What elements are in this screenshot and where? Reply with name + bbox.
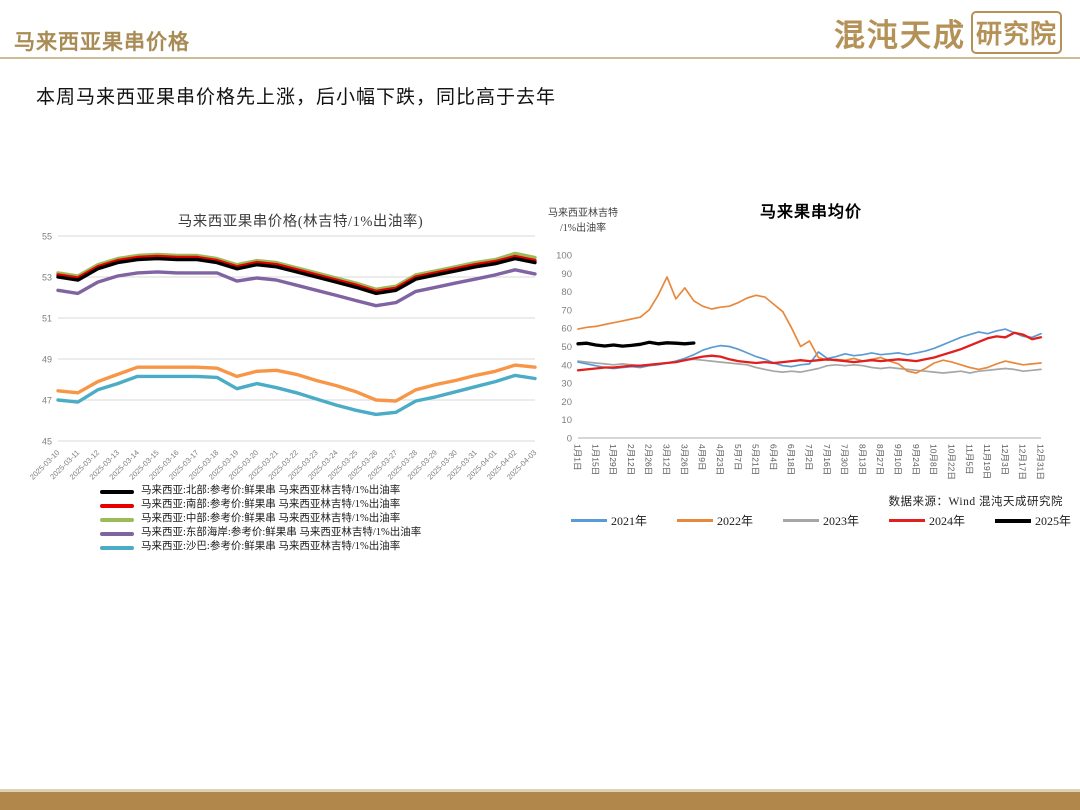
svg-text:1月15日: 1月15日 — [590, 444, 600, 475]
svg-text:20: 20 — [561, 397, 572, 408]
legend-label: 2023年 — [822, 514, 859, 528]
legend-swatch — [100, 490, 134, 494]
header-divider — [0, 57, 1080, 59]
legend-swatch — [100, 518, 134, 522]
page-title: 马来西亚果串价格 — [14, 30, 190, 54]
legend-swatch — [676, 519, 713, 522]
legend-item: 2022年 — [676, 512, 753, 529]
svg-text:100: 100 — [556, 251, 572, 262]
left-line-chart-canvas: 4547495153552025-03-102025-03-112025-03-… — [28, 232, 538, 482]
legend-label: 2022年 — [716, 514, 753, 528]
svg-text:11月5日: 11月5日 — [964, 444, 974, 475]
legend-item: 2021年 — [571, 512, 647, 529]
legend-swatch — [571, 519, 607, 522]
footer-bar — [0, 792, 1080, 810]
legend-label: 马来西亚:沙巴:参考价:鲜果串 马来西亚林吉特/1%出油率 — [141, 541, 401, 552]
summary-text: 本周马来西亚果串价格先上涨，后小幅下跌，同比高于去年 — [36, 87, 557, 108]
svg-text:1月1日: 1月1日 — [573, 444, 583, 470]
legend-label: 马来西亚:北部:参考价:鲜果串 马来西亚林吉特/1%出油率 — [141, 485, 401, 496]
svg-text:9月10日: 9月10日 — [893, 444, 903, 475]
right-chart-legend: 2021年 2022年 2023年 2024年 2025年 — [571, 512, 1071, 529]
svg-text:12月17日: 12月17日 — [1018, 444, 1028, 480]
legend-swatch — [100, 546, 134, 550]
logo-boxed-text: 研究院 — [970, 11, 1062, 54]
left-chart-title: 马来西亚果串价格(林吉特/1%出油率) — [177, 214, 424, 230]
logo-text: 混沌天成 — [833, 18, 966, 53]
svg-text:12月31日: 12月31日 — [1036, 444, 1046, 480]
svg-text:3月12日: 3月12日 — [662, 444, 672, 475]
svg-text:53: 53 — [42, 273, 52, 283]
legend-item: 马来西亚:北部:参考价:鲜果串 马来西亚林吉特/1%出油率 — [100, 485, 421, 498]
svg-text:4月9日: 4月9日 — [697, 444, 707, 470]
svg-text:8月27日: 8月27日 — [875, 444, 885, 475]
svg-text:30: 30 — [561, 379, 572, 390]
svg-text:10: 10 — [561, 415, 572, 426]
svg-text:0: 0 — [567, 434, 572, 445]
company-logo: 混沌天成 研究院 — [834, 10, 1062, 55]
svg-text:9月24日: 9月24日 — [911, 444, 921, 475]
svg-text:40: 40 — [561, 360, 572, 371]
svg-text:2月26日: 2月26日 — [644, 444, 654, 475]
svg-text:4月23日: 4月23日 — [715, 444, 725, 475]
svg-text:51: 51 — [42, 314, 52, 324]
legend-swatch — [100, 504, 134, 508]
svg-text:47: 47 — [42, 396, 52, 406]
svg-text:7月16日: 7月16日 — [822, 444, 832, 475]
svg-text:55: 55 — [42, 232, 52, 242]
legend-label: 2024年 — [928, 514, 965, 528]
legend-item: 马来西亚:东部海岸:参考价:鲜果串 马来西亚林吉特/1%出油率 — [100, 527, 421, 540]
left-chart-legend: 马来西亚:北部:参考价:鲜果串 马来西亚林吉特/1%出油率 马来西亚:南部:参考价… — [100, 485, 421, 555]
legend-label: 2021年 — [611, 514, 648, 528]
legend-item: 2023年 — [782, 512, 859, 529]
svg-text:8月13日: 8月13日 — [857, 444, 867, 475]
svg-text:60: 60 — [561, 324, 572, 335]
chart-average-ffb-price: 马来果串均价 马来西亚林吉特 /1%出油率 0 10 20 30 40 50 60 70 80 9… — [545, 190, 1077, 560]
legend-label: 马来西亚:中部:参考价:鲜果串 马来西亚林吉特/1%出油率 — [141, 513, 401, 524]
svg-text:7月30日: 7月30日 — [840, 444, 850, 475]
legend-item: 马来西亚:南部:参考价:鲜果串 马来西亚林吉特/1%出油率 — [100, 499, 421, 512]
legend-item: 马来西亚:中部:参考价:鲜果串 马来西亚林吉特/1%出油率 — [100, 513, 421, 526]
legend-swatch — [782, 519, 819, 522]
legend-swatch — [888, 519, 925, 522]
svg-text:3月26日: 3月26日 — [679, 444, 689, 475]
svg-text:70: 70 — [561, 305, 572, 316]
y-axis-unit-label: 马来西亚林吉特 /1%出油率 — [548, 206, 618, 236]
footer-accent-strip — [0, 789, 1080, 792]
right-chart-title: 马来果串均价 — [759, 204, 862, 221]
legend-item: 2025年 — [994, 512, 1071, 529]
legend-swatch — [994, 518, 1031, 523]
svg-text:6月4日: 6月4日 — [768, 444, 778, 470]
svg-text:50: 50 — [561, 342, 572, 353]
legend-label: 马来西亚:东部海岸:参考价:鲜果串 马来西亚林吉特/1%出油率 — [141, 527, 422, 538]
chart-regional-ffb-prices: 马来西亚果串价格(林吉特/1%出油率) 45 47 49 51 53 55 2025-03-… — [28, 210, 543, 552]
legend-label: 2025年 — [1034, 514, 1071, 528]
legend-item: 2024年 — [888, 512, 965, 529]
right-line-chart-canvas: 0 10 20 30 40 50 60 70 80 90 100 1月1日 1月15日 1月29日 2月12… — [556, 251, 1046, 480]
legend-item: 马来西亚:沙巴:参考价:鲜果串 马来西亚林吉特/1%出油率 — [100, 541, 421, 554]
data-source: 数据来源：Wind 混沌天成研究院 — [888, 496, 1063, 508]
svg-text:5月7日: 5月7日 — [733, 444, 743, 470]
svg-text:10月8日: 10月8日 — [929, 444, 939, 475]
svg-text:1月29日: 1月29日 — [608, 444, 618, 475]
unit-label-line1: 马来西亚林吉特 — [548, 208, 618, 219]
svg-text:5月21日: 5月21日 — [751, 444, 761, 475]
legend-swatch — [100, 532, 134, 536]
legend-label: 马来西亚:南部:参考价:鲜果串 马来西亚林吉特/1%出油率 — [141, 499, 401, 510]
svg-text:2月12日: 2月12日 — [626, 444, 636, 475]
svg-text:11月19日: 11月19日 — [982, 444, 992, 479]
svg-text:6月18日: 6月18日 — [786, 444, 796, 475]
unit-label-line2: /1%出油率 — [560, 223, 607, 234]
svg-text:7月2日: 7月2日 — [804, 444, 814, 470]
svg-text:90: 90 — [561, 269, 572, 280]
svg-text:10月22日: 10月22日 — [946, 444, 956, 480]
svg-text:45: 45 — [42, 437, 52, 447]
svg-text:80: 80 — [561, 287, 572, 298]
svg-text:49: 49 — [42, 355, 52, 365]
svg-text:12月3日: 12月3日 — [1000, 444, 1010, 475]
